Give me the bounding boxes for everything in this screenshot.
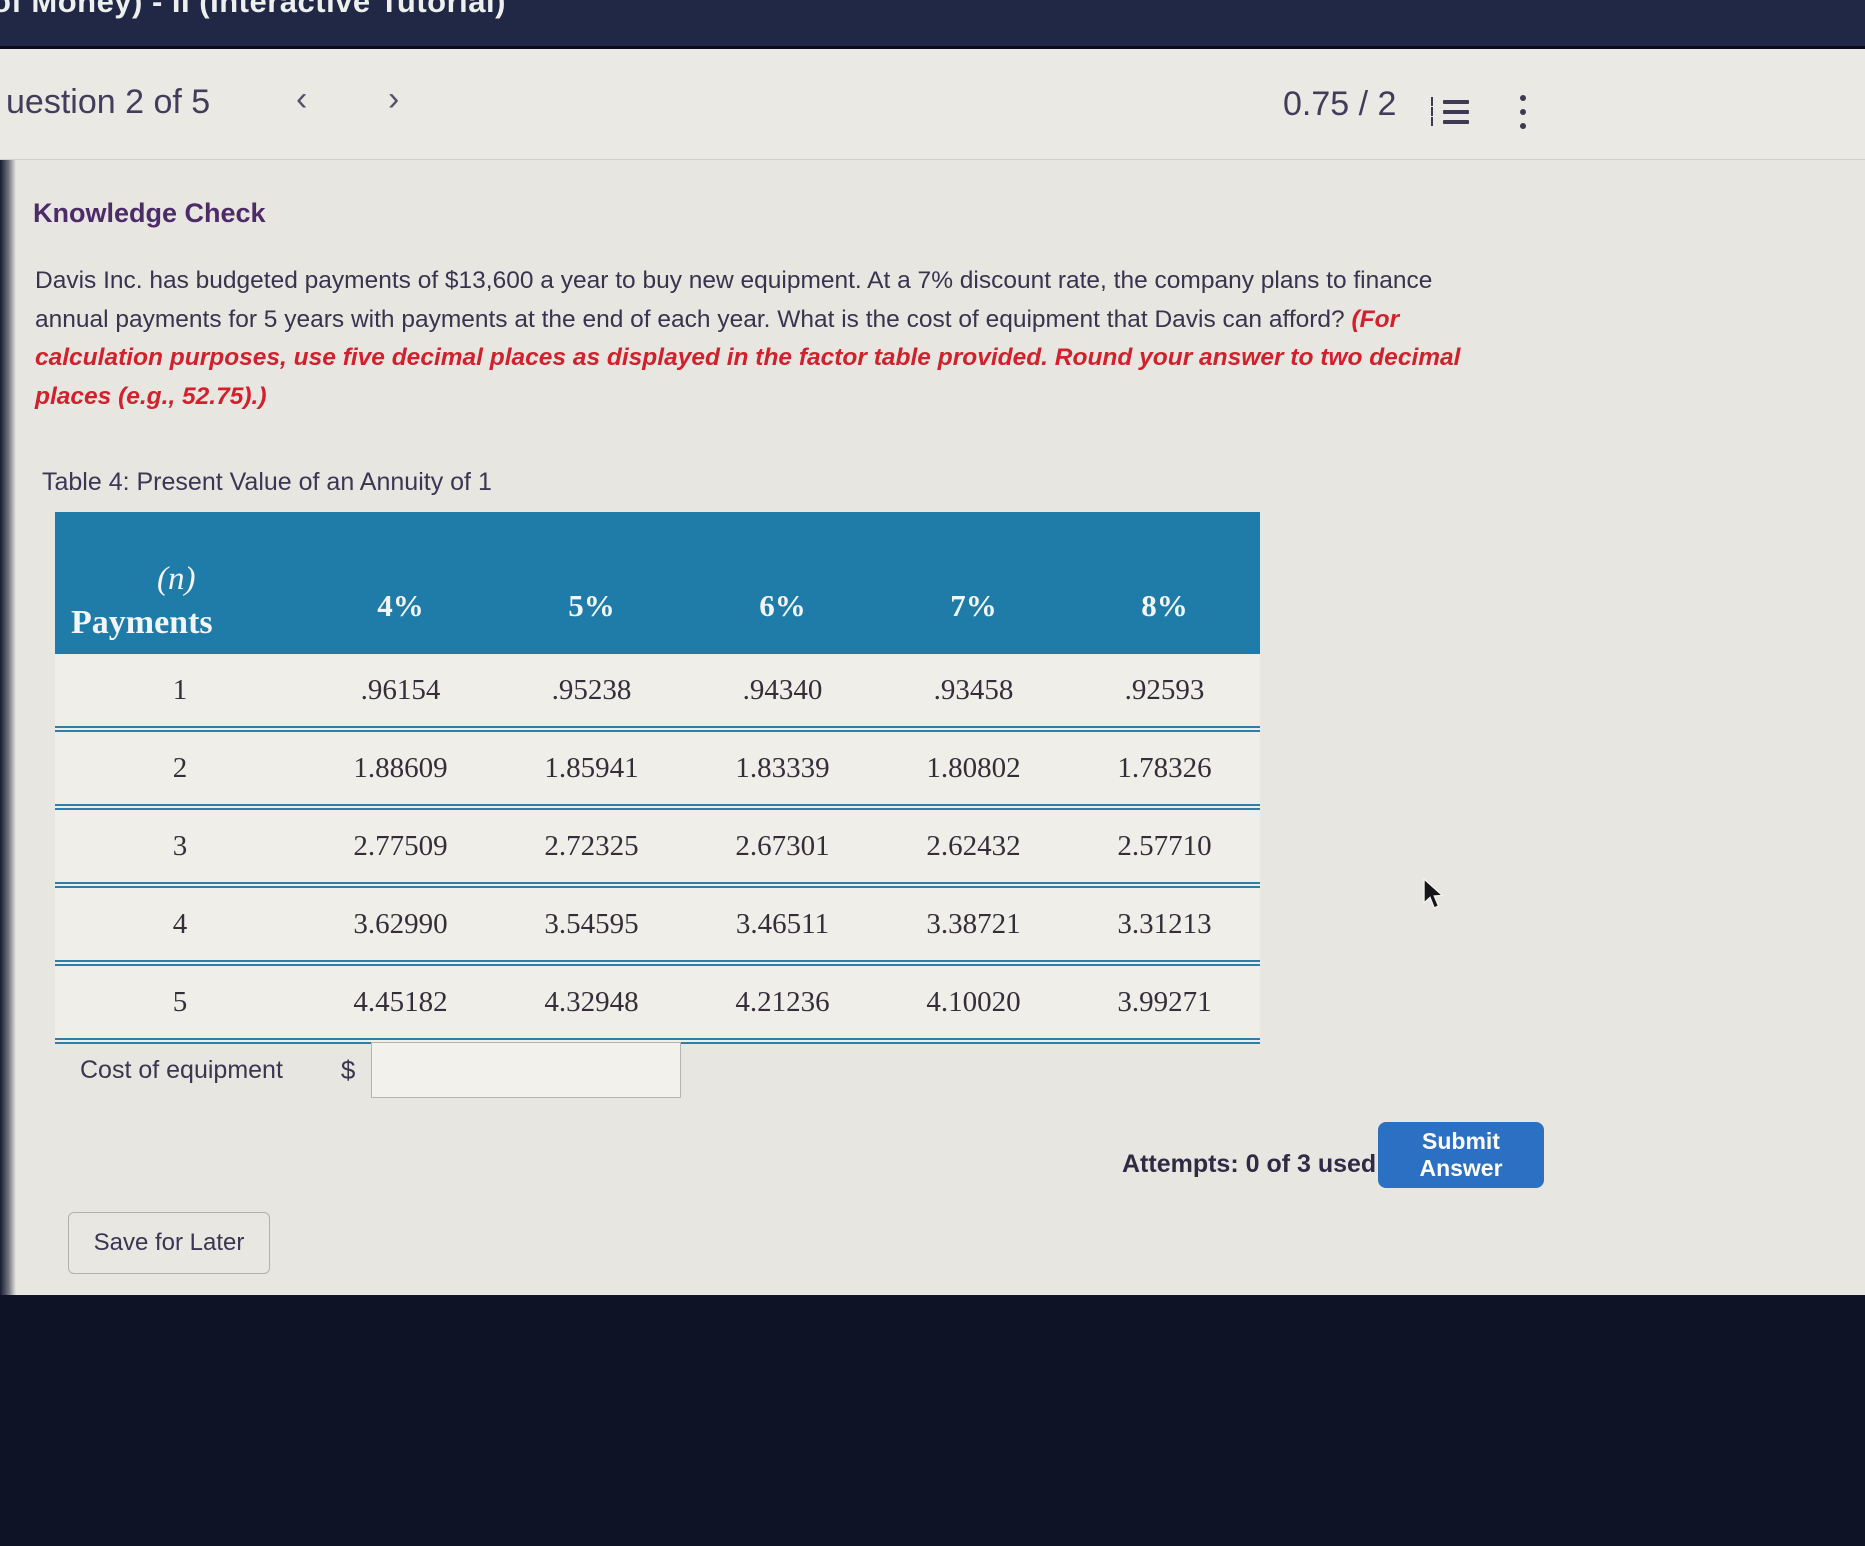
rate-header-cell: 7% xyxy=(950,588,997,623)
n-cell: 2 xyxy=(172,751,188,784)
n-symbol: (n) xyxy=(157,561,196,597)
factor-cell: 3.38721 xyxy=(926,907,1021,940)
rate-header-cell: 8% xyxy=(1141,588,1188,623)
table-caption: Table 4: Present Value of an Annuity of … xyxy=(42,468,492,496)
save-for-later-button[interactable]: Save for Later xyxy=(68,1212,270,1274)
assignment-title: of Money) - II (Interactive Tutorial) xyxy=(0,0,506,19)
table-row: 5 4.45182 4.32948 4.21236 4.10020 3.9927… xyxy=(55,966,1260,1044)
list-bar xyxy=(1443,120,1469,124)
screen-left-edge xyxy=(0,160,16,1295)
list-bar xyxy=(1443,100,1469,104)
factor-cell: .95238 xyxy=(551,673,632,706)
score-label: 0.75 / 2 xyxy=(1283,85,1397,123)
factor-cell: 3.46511 xyxy=(735,907,830,940)
factor-cell: 2.57710 xyxy=(1117,829,1212,862)
section-title: Knowledge Check xyxy=(33,198,266,228)
question-position-label: uestion 2 of 5 xyxy=(6,83,211,121)
attempts-counter: Attempts: 0 of 3 used xyxy=(1122,1150,1377,1178)
mouse-cursor-icon xyxy=(1423,878,1445,909)
table-row: 3 2.77509 2.72325 2.67301 2.62432 2.5771… xyxy=(55,810,1260,888)
factor-cell: 1.80802 xyxy=(926,751,1021,784)
factor-cell: 1.83339 xyxy=(735,751,830,784)
rate-header-cell: 4% xyxy=(377,588,424,623)
n-cell: 1 xyxy=(172,673,188,706)
dollar-sign: $ xyxy=(340,1054,356,1085)
n-cell: 3 xyxy=(172,829,188,862)
factor-cell: 4.10020 xyxy=(926,985,1021,1018)
question-text-body: Davis Inc. has budgeted payments of $13,… xyxy=(35,267,1433,333)
question-text: Davis Inc. has budgeted payments of $13,… xyxy=(35,262,1493,417)
factor-cell: 3.99271 xyxy=(1117,985,1212,1018)
screen-bottom-edge xyxy=(0,1295,1865,1546)
factor-cell: 2.67301 xyxy=(735,829,830,862)
factor-cell: 2.62432 xyxy=(926,829,1021,862)
question-instruction-note: (For calculation purposes, use five deci… xyxy=(35,305,1461,411)
list-bar xyxy=(1443,110,1469,114)
question-header-bar: uestion 2 of 5 ‹ › 0.75 / 2 xyxy=(0,49,1865,160)
factor-cell: 2.72325 xyxy=(544,829,639,862)
payments-header-cell: (n) Payments xyxy=(55,561,305,654)
factor-cell: .94340 xyxy=(742,673,823,706)
table-row: 2 1.88609 1.85941 1.83339 1.80802 1.7832… xyxy=(55,732,1260,810)
factor-cell: 1.88609 xyxy=(353,751,448,784)
factor-cell: .92593 xyxy=(1124,673,1205,706)
factor-cell: 1.78326 xyxy=(1117,751,1212,784)
answer-label: Cost of equipment xyxy=(80,1055,283,1084)
factor-cell: 4.32948 xyxy=(544,985,639,1018)
n-cell: 5 xyxy=(172,985,188,1018)
payments-label: Payments xyxy=(71,604,213,641)
more-options-icon[interactable] xyxy=(1512,93,1534,137)
factor-cell: 1.85941 xyxy=(544,751,639,784)
next-question-button[interactable]: › xyxy=(378,79,409,119)
question-content-area: Knowledge Check Davis Inc. has budgeted … xyxy=(0,160,1865,1295)
previous-question-button[interactable]: ‹ xyxy=(286,79,317,119)
factor-cell: 3.31213 xyxy=(1117,907,1212,940)
table-header-row: (n) Payments 4% 5% 6% 7% 8% xyxy=(55,512,1260,654)
factor-cell: .93458 xyxy=(933,673,1014,706)
kebab-dot xyxy=(1520,109,1526,115)
table-row: 4 3.62990 3.54595 3.46511 3.38721 3.3121… xyxy=(55,888,1260,966)
present-value-annuity-table: (n) Payments 4% 5% 6% 7% 8% 1 .96154 .95… xyxy=(55,512,1260,1044)
chevron-right-icon: › xyxy=(388,80,400,118)
kebab-dot xyxy=(1520,123,1526,129)
question-list-icon[interactable] xyxy=(1431,95,1471,129)
submit-answer-button[interactable]: Submit Answer xyxy=(1378,1122,1544,1188)
list-number-mark xyxy=(1431,97,1441,106)
factor-cell: 2.77509 xyxy=(353,829,448,862)
answer-row: Cost of equipment $ xyxy=(80,1040,682,1100)
cost-of-equipment-input[interactable] xyxy=(371,1042,682,1098)
chevron-left-icon: ‹ xyxy=(296,80,308,118)
kebab-dot xyxy=(1520,95,1526,101)
factor-cell: 4.21236 xyxy=(735,985,830,1018)
rate-header-cell: 5% xyxy=(568,588,615,623)
factor-cell: .96154 xyxy=(360,673,441,706)
factor-cell: 3.62990 xyxy=(353,907,448,940)
top-navigation-bar: of Money) - II (Interactive Tutorial) xyxy=(0,0,1865,49)
table-row: 1 .96154 .95238 .94340 .93458 .92593 xyxy=(55,654,1260,732)
rate-header-cell: 6% xyxy=(759,588,806,623)
n-cell: 4 xyxy=(172,907,188,940)
factor-cell: 3.54595 xyxy=(544,907,639,940)
list-number-mark xyxy=(1431,117,1441,126)
factor-cell: 4.45182 xyxy=(353,985,448,1018)
list-number-mark xyxy=(1431,107,1441,116)
